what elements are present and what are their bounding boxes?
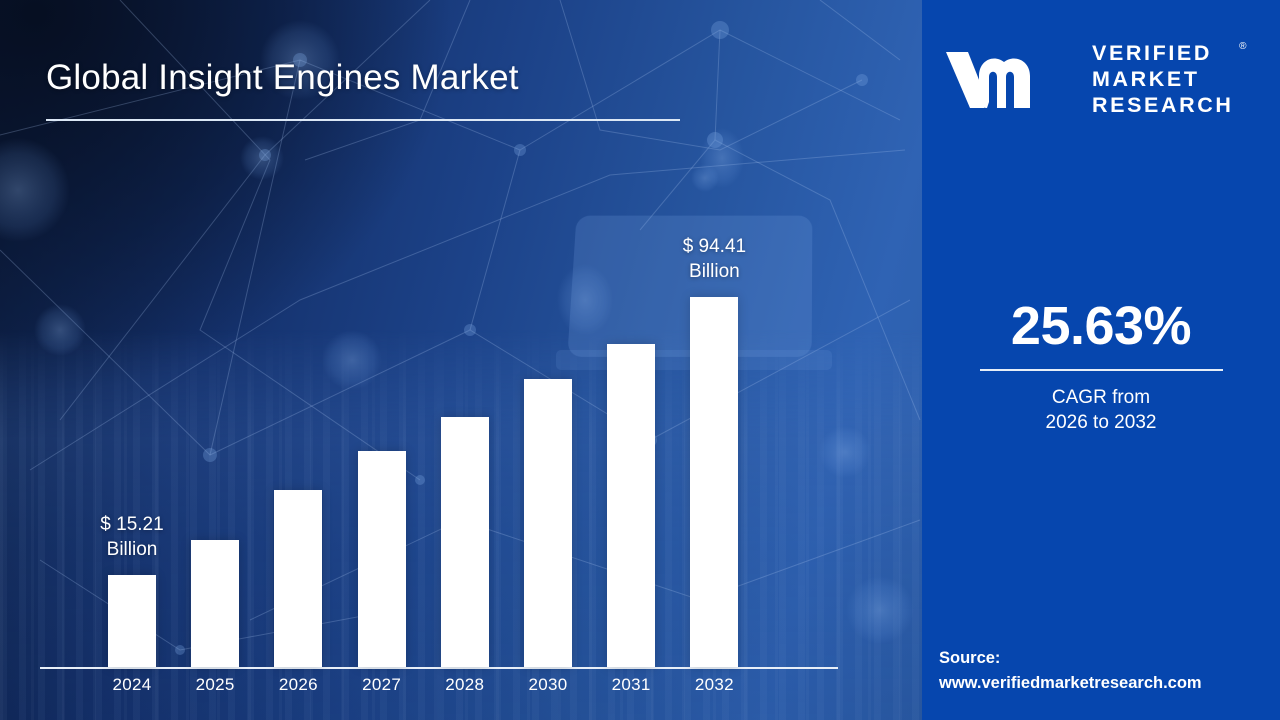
cagr-caption: CAGR from 2026 to 2032 bbox=[922, 385, 1280, 435]
cagr-caption-line-1: CAGR from bbox=[1051, 387, 1151, 408]
source-url[interactable]: www.verifiedmarketresearch.com bbox=[939, 674, 1202, 692]
cagr-caption-line-2: 2026 to 2032 bbox=[1045, 412, 1157, 433]
bar-value-label-2032: $ 94.41 Billion bbox=[639, 234, 789, 284]
source-block: Source: www.verifiedmarketresearch.com bbox=[939, 646, 1202, 696]
brand-logo[interactable]: VERIFIED MARKET RESEARCH ® bbox=[944, 30, 1264, 128]
brand-logo-text: VERIFIED MARKET RESEARCH ® bbox=[1092, 40, 1246, 118]
page-title: Global Insight Engines Market bbox=[46, 58, 519, 97]
bar-2032 bbox=[690, 297, 739, 667]
bar-value-unit: Billion bbox=[106, 539, 158, 560]
bar-value-label-2024: $ 15.21 Billion bbox=[57, 512, 207, 562]
background-network-graphic bbox=[0, 0, 921, 655]
sidebar-panel: VERIFIED MARKET RESEARCH ® 25.63% CAGR f… bbox=[922, 0, 1280, 720]
x-axis-tick-2027: 2027 bbox=[362, 675, 402, 694]
bar-value-unit: Billion bbox=[689, 261, 740, 282]
bar-2026 bbox=[274, 490, 323, 667]
bar-2028 bbox=[440, 417, 489, 667]
x-axis-tick-2031: 2031 bbox=[611, 675, 651, 694]
cagr-divider bbox=[979, 369, 1223, 371]
bar-2024 bbox=[108, 575, 156, 667]
x-axis-line bbox=[40, 667, 838, 669]
bar-2031 bbox=[607, 344, 656, 667]
chart-panel: Global Insight Engines Market 2024 $ 15.2… bbox=[0, 0, 922, 720]
brand-line-1: VERIFIED bbox=[1092, 41, 1212, 65]
x-axis-tick-2026: 2026 bbox=[278, 675, 318, 694]
vm-logo-icon bbox=[946, 52, 1030, 108]
x-axis-tick-2030: 2030 bbox=[528, 675, 568, 694]
bar-2025 bbox=[191, 540, 240, 667]
bar-value-amount: $ 94.41 bbox=[682, 236, 747, 257]
brand-line-3: RESEARCH bbox=[1092, 93, 1234, 117]
bar-value-amount: $ 15.21 bbox=[100, 514, 164, 535]
x-axis-tick-2032: 2032 bbox=[694, 675, 734, 694]
x-axis-tick-2024: 2024 bbox=[112, 675, 152, 694]
brand-line-2: MARKET bbox=[1092, 67, 1200, 91]
cagr-value: 25.63% bbox=[1010, 296, 1192, 356]
bar-2030 bbox=[524, 379, 572, 667]
source-label: Source: bbox=[939, 649, 1001, 667]
registered-trademark-icon: ® bbox=[1239, 41, 1247, 52]
bar-chart: 2024 $ 15.21 Billion 2025 2026 2027 2028 2030 20… bbox=[40, 234, 838, 694]
bar-2027 bbox=[357, 451, 406, 667]
x-axis-tick-2025: 2025 bbox=[195, 675, 235, 694]
x-axis-tick-2028: 2028 bbox=[445, 675, 485, 694]
title-block: Global Insight Engines Market bbox=[46, 58, 680, 121]
title-divider bbox=[46, 119, 680, 121]
cagr-block: 25.63% CAGR from 2026 to 2032 bbox=[922, 295, 1280, 435]
